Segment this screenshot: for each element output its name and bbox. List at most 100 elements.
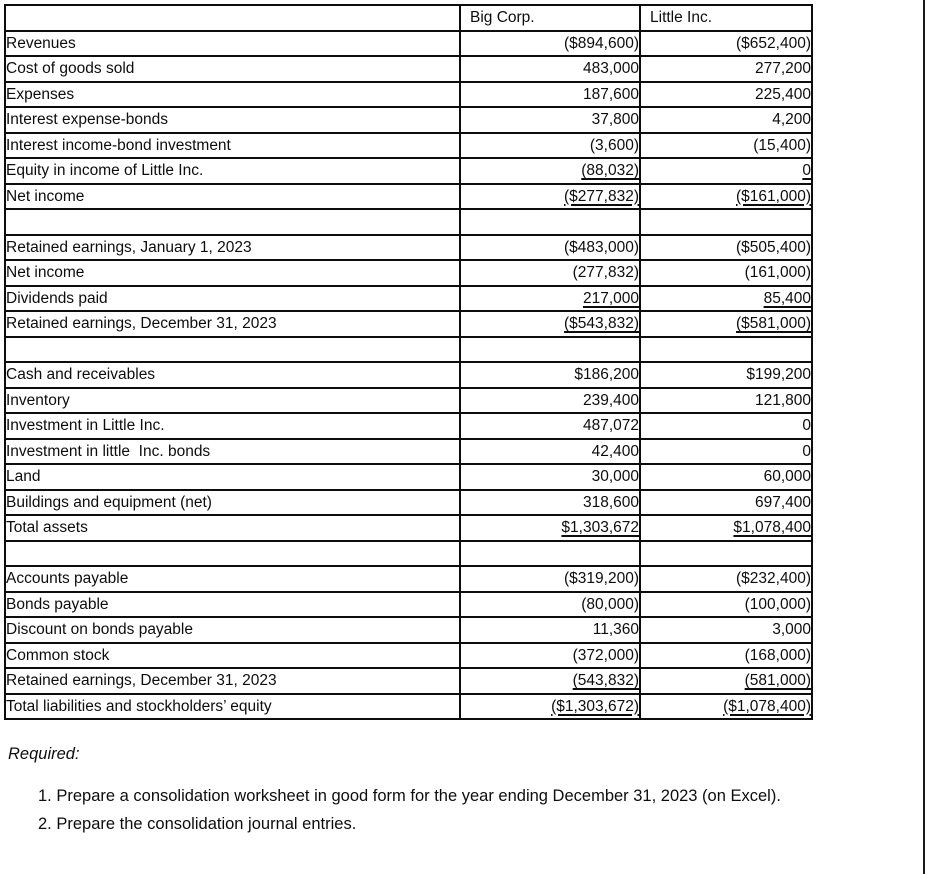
little-inc-value [639, 208, 813, 236]
table-row: Retained earnings, December 31, 2023 (543… [4, 667, 813, 695]
little-inc-value [639, 539, 813, 567]
little-inc-value: 85,400 [639, 284, 813, 312]
row-label: Land [4, 463, 461, 491]
table-row: Cost of goods sold 483,000 277,200 [4, 55, 813, 83]
table-row: Inventory 239,400 121,800 [4, 386, 813, 414]
required-item: 2. Prepare the consolidation journal ent… [38, 815, 357, 833]
row-label: Equity in income of Little Inc. [4, 157, 461, 185]
little-inc-value: (161,000) [639, 259, 813, 287]
little-inc-value: (168,000) [639, 641, 813, 669]
row-label: Retained earnings, December 31, 2023 [4, 667, 461, 695]
big-corp-value: (277,832) [459, 259, 641, 287]
row-label: Retained earnings, January 1, 2023 [4, 233, 461, 261]
row-label: Cost of goods sold [4, 55, 461, 83]
big-corp-value: 30,000 [459, 463, 641, 491]
big-corp-value [459, 539, 641, 567]
spacer-row [4, 539, 813, 567]
row-label: Bonds payable [4, 590, 461, 618]
big-corp-value [459, 208, 641, 236]
table-row: Discount on bonds payable 11,360 3,000 [4, 616, 813, 644]
table-row: Investment in little Inc. bonds 42,400 0 [4, 437, 813, 465]
table-row: Total liabilities and stockholders’ equi… [4, 692, 813, 720]
big-corp-value: (3,600) [459, 131, 641, 159]
table-row: Buildings and equipment (net) 318,600 697,… [4, 488, 813, 516]
big-corp-value: $1,303,672 [459, 514, 641, 542]
little-inc-value: 60,000 [639, 463, 813, 491]
little-inc-value: 225,400 [639, 80, 813, 108]
row-label: Net income [4, 259, 461, 287]
table-row: Equity in income of Little Inc. (88,032) 0 [4, 157, 813, 185]
table-row: Land 30,000 60,000 [4, 463, 813, 491]
big-corp-value: ($483,000) [459, 233, 641, 261]
row-label: Cash and receivables [4, 361, 461, 389]
table-row: Revenues ($894,600) ($652,400) [4, 29, 813, 57]
required-section: Required: 1. Prepare a consolidation wor… [8, 745, 781, 838]
column-header-little-inc: Little Inc. [639, 4, 813, 32]
row-label: Inventory [4, 386, 461, 414]
row-label: Expenses [4, 80, 461, 108]
big-corp-value: 37,800 [459, 106, 641, 134]
table-row: Total assets $1,303,672 $1,078,400 [4, 514, 813, 542]
table-row: Expenses 187,600 225,400 [4, 80, 813, 108]
required-item: 1. Prepare a consolidation worksheet in … [38, 787, 781, 805]
little-inc-value: 0 [639, 157, 813, 185]
row-label: Total assets [4, 514, 461, 542]
big-corp-value: (372,000) [459, 641, 641, 669]
row-label: Accounts payable [4, 565, 461, 593]
big-corp-value [459, 335, 641, 363]
big-corp-value: (543,832) [459, 667, 641, 695]
row-label: Discount on bonds payable [4, 616, 461, 644]
little-inc-value: ($652,400) [639, 29, 813, 57]
page-edge-line [923, 0, 925, 874]
row-label: Interest expense-bonds [4, 106, 461, 134]
big-corp-value: ($894,600) [459, 29, 641, 57]
column-header-blank [4, 4, 461, 32]
spacer-row [4, 335, 813, 363]
row-label: Revenues [4, 29, 461, 57]
big-corp-value: 487,072 [459, 412, 641, 440]
row-label: Dividends paid [4, 284, 461, 312]
little-inc-value [639, 335, 813, 363]
table-row: Investment in Little Inc. 487,072 0 [4, 412, 813, 440]
row-label [4, 208, 461, 236]
row-label [4, 335, 461, 363]
little-inc-value: ($581,000) [639, 310, 813, 338]
big-corp-value: 318,600 [459, 488, 641, 516]
little-inc-value: (581,000) [639, 667, 813, 695]
little-inc-value: $199,200 [639, 361, 813, 389]
row-label: Investment in little Inc. bonds [4, 437, 461, 465]
row-label [4, 539, 461, 567]
row-label: Retained earnings, December 31, 2023 [4, 310, 461, 338]
big-corp-value: 217,000 [459, 284, 641, 312]
row-label: Total liabilities and stockholders’ equi… [4, 692, 461, 720]
required-heading: Required: [8, 745, 80, 763]
little-inc-value: (100,000) [639, 590, 813, 618]
table-row: Retained earnings, January 1, 2023 ($483,… [4, 233, 813, 261]
big-corp-value: $186,200 [459, 361, 641, 389]
row-label: Net income [4, 182, 461, 210]
table-row: Net income (277,832) (161,000) [4, 259, 813, 287]
financial-statements-table: Big Corp. Little Inc. Revenues ($894,600)… [4, 4, 813, 720]
big-corp-value: ($1,303,672) [459, 692, 641, 720]
table-row: Common stock (372,000) (168,000) [4, 641, 813, 669]
big-corp-value: ($319,200) [459, 565, 641, 593]
big-corp-value: ($277,832) [459, 182, 641, 210]
big-corp-value: (88,032) [459, 157, 641, 185]
header-row: Big Corp. Little Inc. [4, 4, 813, 32]
little-inc-value: (15,400) [639, 131, 813, 159]
little-inc-value: ($232,400) [639, 565, 813, 593]
little-inc-value: 3,000 [639, 616, 813, 644]
table-row: Accounts payable ($319,200) ($232,400) [4, 565, 813, 593]
row-label: Interest income-bond investment [4, 131, 461, 159]
big-corp-value: 239,400 [459, 386, 641, 414]
table-row: Retained earnings, December 31, 2023 ($54… [4, 310, 813, 338]
big-corp-value: 11,360 [459, 616, 641, 644]
row-label: Investment in Little Inc. [4, 412, 461, 440]
row-label: Buildings and equipment (net) [4, 488, 461, 516]
little-inc-value: $1,078,400 [639, 514, 813, 542]
little-inc-value: ($1,078,400) [639, 692, 813, 720]
big-corp-value: (80,000) [459, 590, 641, 618]
table-row: Interest expense-bonds 37,800 4,200 [4, 106, 813, 134]
little-inc-value: ($505,400) [639, 233, 813, 261]
